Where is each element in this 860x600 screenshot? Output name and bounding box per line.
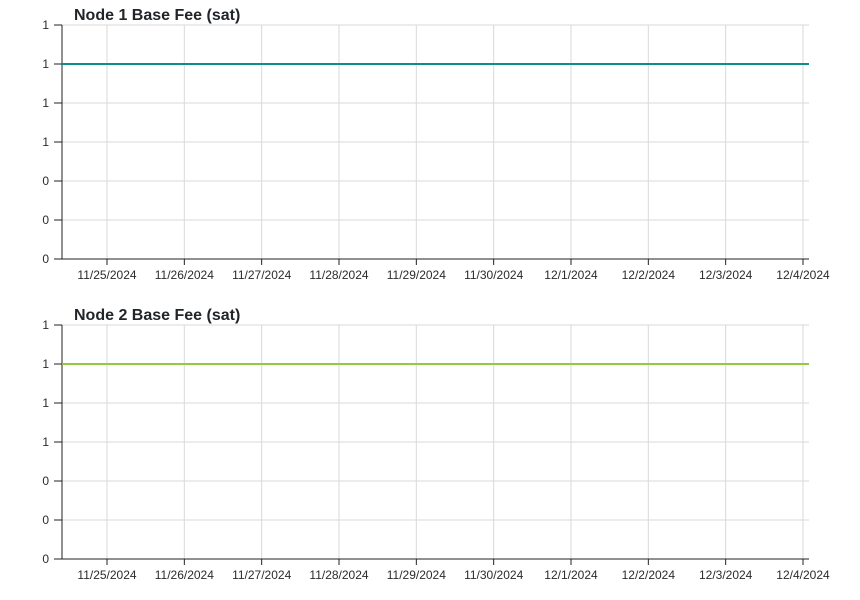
svg-text:11/27/2024: 11/27/2024 [232,268,291,282]
svg-text:1: 1 [42,318,49,332]
svg-text:1: 1 [42,96,49,110]
svg-text:1: 1 [42,135,49,149]
svg-text:0: 0 [42,174,49,188]
svg-text:1: 1 [42,435,49,449]
svg-text:1: 1 [42,357,49,371]
svg-text:12/4/2024: 12/4/2024 [776,268,830,282]
svg-text:11/30/2024: 11/30/2024 [464,268,523,282]
svg-text:Node 2 Base Fee (sat): Node 2 Base Fee (sat) [74,307,240,324]
svg-text:11/26/2024: 11/26/2024 [155,268,214,282]
svg-text:11/26/2024: 11/26/2024 [155,568,214,582]
svg-text:12/1/2024: 12/1/2024 [544,568,598,582]
svg-text:11/27/2024: 11/27/2024 [232,568,291,582]
svg-text:11/29/2024: 11/29/2024 [387,268,446,282]
svg-text:11/25/2024: 11/25/2024 [77,568,136,582]
svg-text:11/28/2024: 11/28/2024 [309,268,368,282]
svg-text:11/25/2024: 11/25/2024 [77,268,136,282]
svg-text:1: 1 [42,18,49,32]
svg-text:Node 1 Base Fee (sat): Node 1 Base Fee (sat) [74,7,240,24]
svg-text:0: 0 [42,552,49,566]
svg-text:12/4/2024: 12/4/2024 [776,568,830,582]
svg-text:0: 0 [42,252,49,266]
svg-text:0: 0 [42,474,49,488]
svg-text:1: 1 [42,396,49,410]
svg-text:11/29/2024: 11/29/2024 [387,568,446,582]
svg-text:1: 1 [42,57,49,71]
svg-text:11/30/2024: 11/30/2024 [464,568,523,582]
svg-text:0: 0 [42,213,49,227]
svg-text:12/3/2024: 12/3/2024 [699,568,753,582]
svg-text:11/28/2024: 11/28/2024 [309,568,368,582]
svg-text:12/3/2024: 12/3/2024 [699,268,753,282]
svg-text:12/1/2024: 12/1/2024 [544,268,598,282]
svg-text:12/2/2024: 12/2/2024 [622,268,676,282]
svg-text:0: 0 [42,513,49,527]
svg-text:12/2/2024: 12/2/2024 [622,568,676,582]
